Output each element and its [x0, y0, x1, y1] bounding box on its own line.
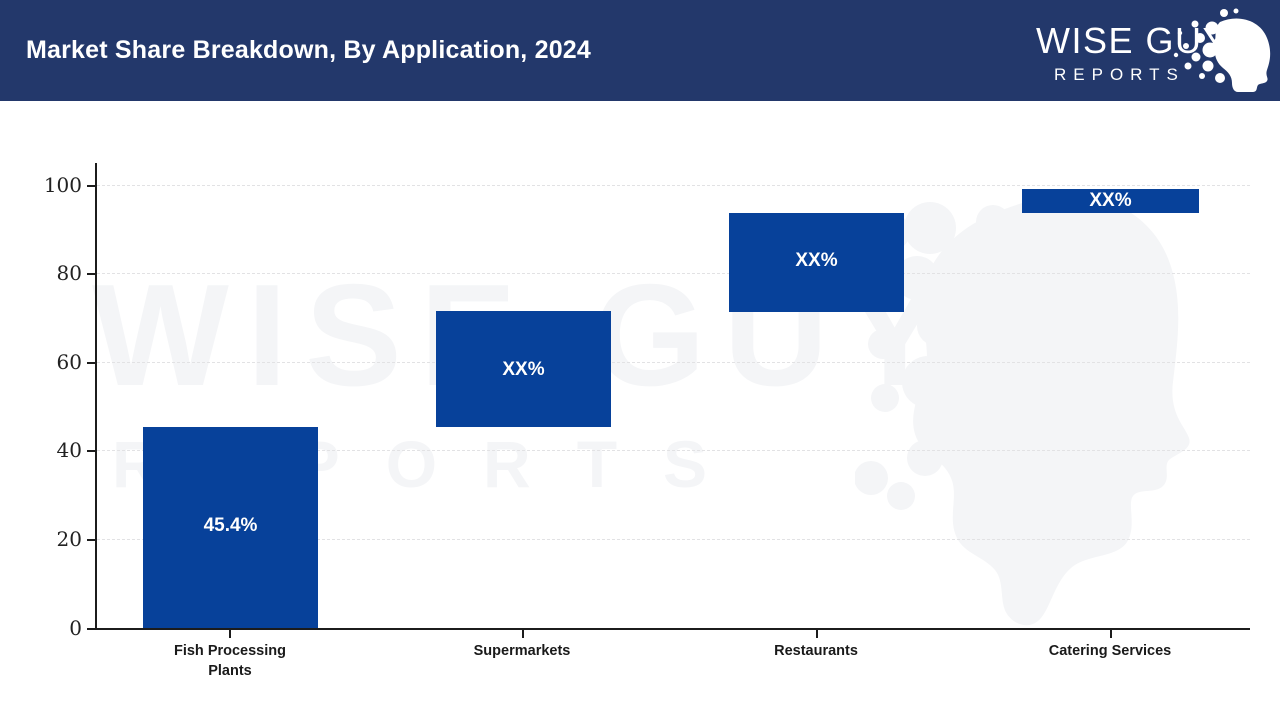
bar-catering-services[interactable]: [1022, 189, 1199, 213]
bar-label-fish-processing-plants: 45.4%: [203, 515, 258, 536]
x-axis-label-fish-processing-plants: Fish Processing Plants: [130, 641, 330, 681]
x-axis-label-catering-services: Catering Services: [1048, 643, 1172, 659]
bar-fish-processing-plants[interactable]: [143, 427, 318, 628]
x-tick-3: [1110, 630, 1112, 638]
y-axis-label-20: 20: [56, 527, 82, 551]
bar-label-supermarkets: XX%: [502, 359, 545, 380]
bar-label-catering-services: XX%: [1089, 190, 1132, 211]
y-tick-20: [87, 539, 96, 541]
x-axis-label-line-2: Plants: [208, 663, 252, 679]
bar-supermarkets[interactable]: [436, 311, 611, 427]
y-tick-40: [87, 450, 96, 452]
x-tick-2: [816, 630, 818, 638]
x-tick-1: [522, 630, 524, 638]
bar-label-restaurants: XX%: [795, 250, 838, 271]
y-tick-100: [87, 185, 96, 187]
x-tick-0: [229, 630, 231, 638]
y-axis-label-80: 80: [56, 261, 82, 285]
y-axis-line: [95, 163, 98, 630]
gridline-80: [97, 273, 1250, 274]
page-title: Market Share Breakdown, By Application, …: [26, 36, 592, 64]
y-axis-label-60: 60: [56, 350, 82, 374]
gridline-20: [97, 539, 1250, 540]
chart-container: WISE GUY REPORTS: [0, 101, 1280, 720]
y-axis-label-100: 100: [43, 173, 82, 197]
y-tick-0: [87, 628, 96, 630]
svg-text:REPORTS: REPORTS: [1054, 65, 1185, 84]
x-axis-line: [95, 627, 1250, 630]
y-tick-80: [87, 273, 96, 275]
y-axis-label-40: 40: [56, 438, 82, 462]
plot-area: 100 80 60 40 20 0 45.4% XX% XX% XX% Fish: [0, 101, 1280, 720]
y-axis-label-0: 0: [69, 616, 82, 640]
x-axis-label-supermarkets: Supermarkets: [473, 643, 571, 659]
x-axis-label-restaurants: Restaurants: [774, 643, 858, 659]
page-header: Market Share Breakdown, By Application, …: [0, 0, 1280, 101]
gridline-40: [97, 450, 1250, 451]
x-axis-label-line-1: Fish Processing: [173, 643, 286, 659]
gridline-100: [97, 185, 1250, 186]
wise-guy-reports-logo: WISE GUY REPORTS: [1024, 8, 1274, 94]
gridline-60: [97, 362, 1250, 363]
bar-restaurants[interactable]: [729, 213, 904, 312]
y-tick-60: [87, 362, 96, 364]
